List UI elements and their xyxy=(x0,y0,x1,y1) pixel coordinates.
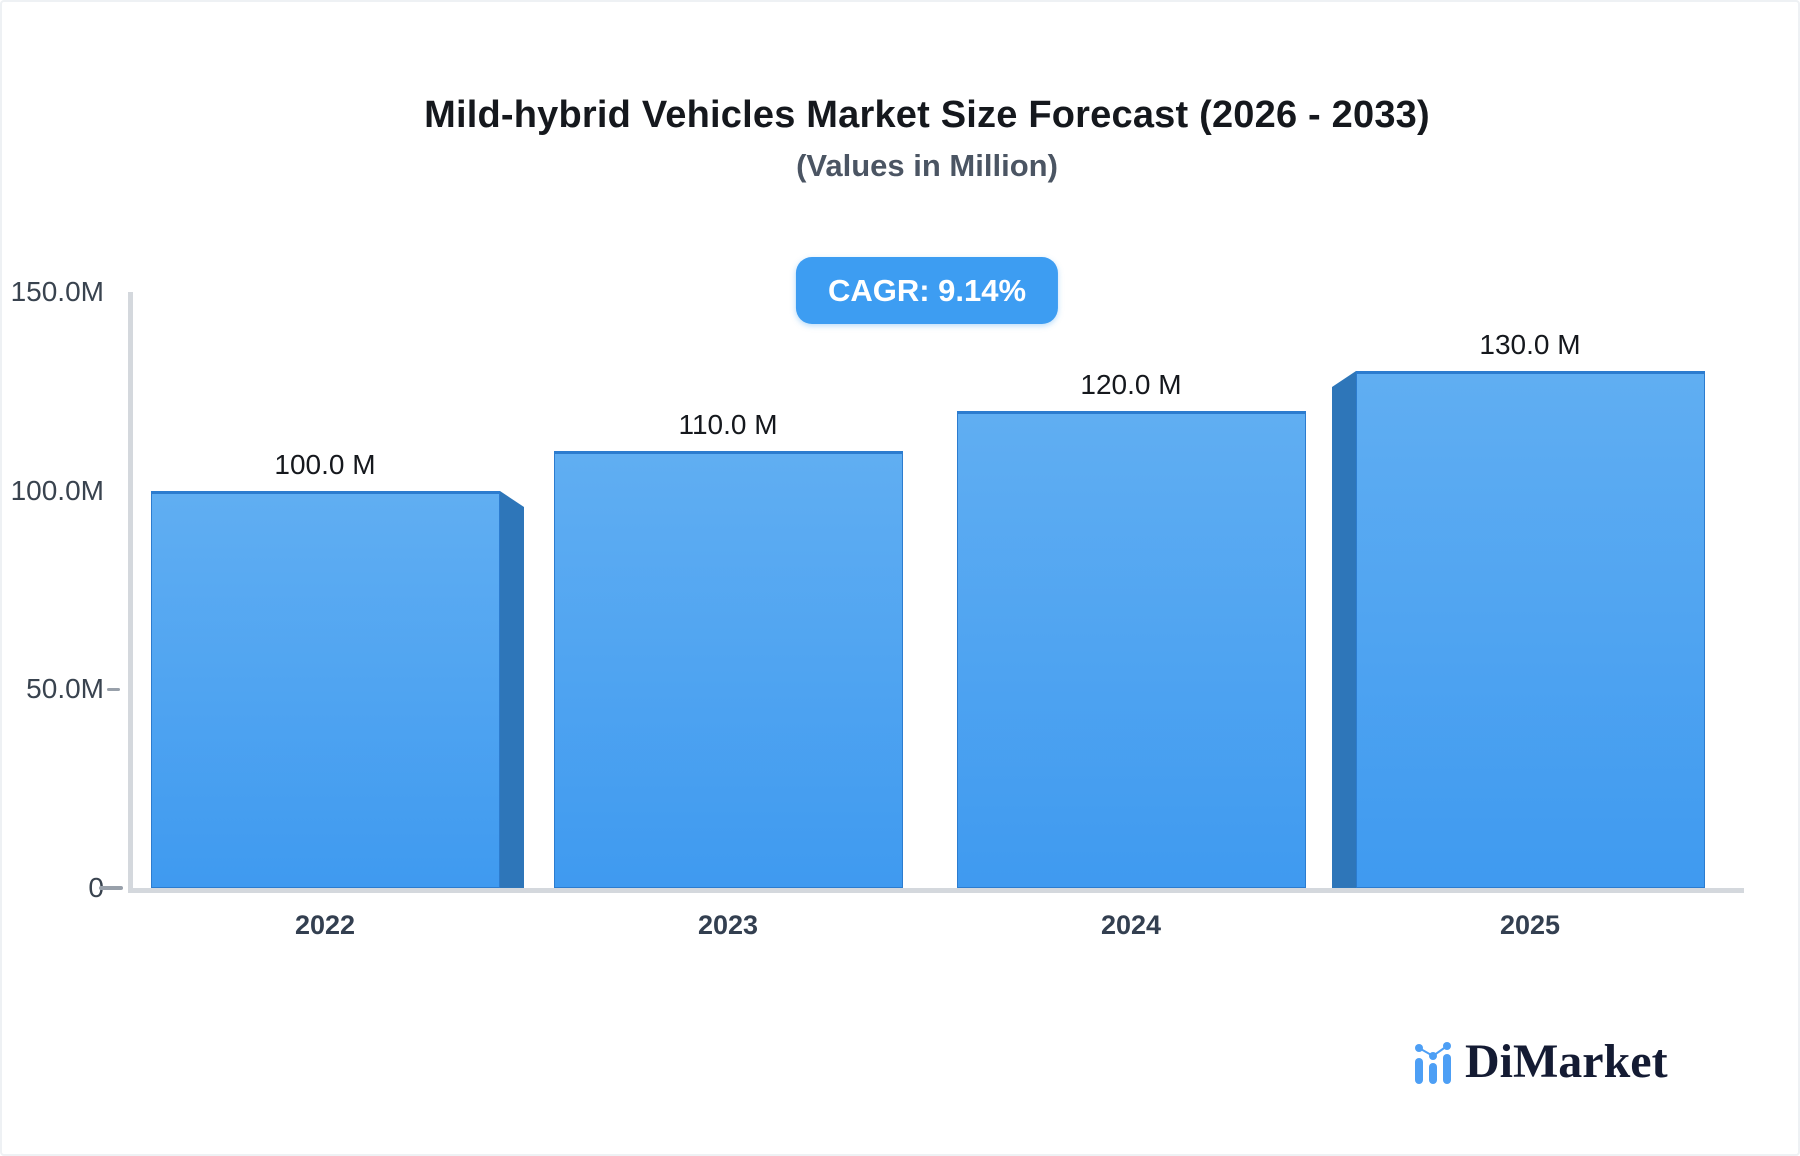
bar-side-face xyxy=(500,491,524,888)
y-axis-line xyxy=(128,292,133,888)
cagr-badge: CAGR: 9.14% xyxy=(795,257,1059,324)
x-tick-label: 2022 xyxy=(294,910,356,940)
bar-value-label: 110.0 M xyxy=(678,409,778,440)
bar-side-face xyxy=(1332,371,1356,888)
dimarket-logo-text: DiMarket xyxy=(1465,1035,1668,1088)
chart-title: Mild-hybrid Vehicles Market Size Forecas… xyxy=(424,94,1430,136)
dimarket-logo-icon xyxy=(1415,1042,1451,1084)
chart-subtitle: (Values in Million) xyxy=(796,148,1058,183)
y-tick-label: 100.0M xyxy=(10,474,104,506)
bar xyxy=(151,491,500,888)
bar xyxy=(1356,371,1705,888)
bar xyxy=(554,451,903,888)
bar xyxy=(957,411,1306,888)
y-tick-label: 0 xyxy=(88,872,104,903)
x-tick-label: 2025 xyxy=(1499,910,1561,940)
y-tick-mark xyxy=(99,886,123,890)
y-tick-label: 50.0M xyxy=(26,673,104,705)
x-tick-label: 2023 xyxy=(697,910,759,940)
x-axis-line xyxy=(128,888,1744,893)
bar-value-label: 130.0 M xyxy=(1479,329,1581,360)
bar-value-label: 100.0 M xyxy=(274,449,376,480)
dimarket-logo: DiMarket xyxy=(1414,1038,1668,1086)
y-tick-label: 150.0M xyxy=(10,276,104,307)
x-tick-label: 2024 xyxy=(1100,910,1162,940)
bar-value-label: 120.0 M xyxy=(1080,369,1182,400)
y-tick-mark xyxy=(107,688,120,692)
